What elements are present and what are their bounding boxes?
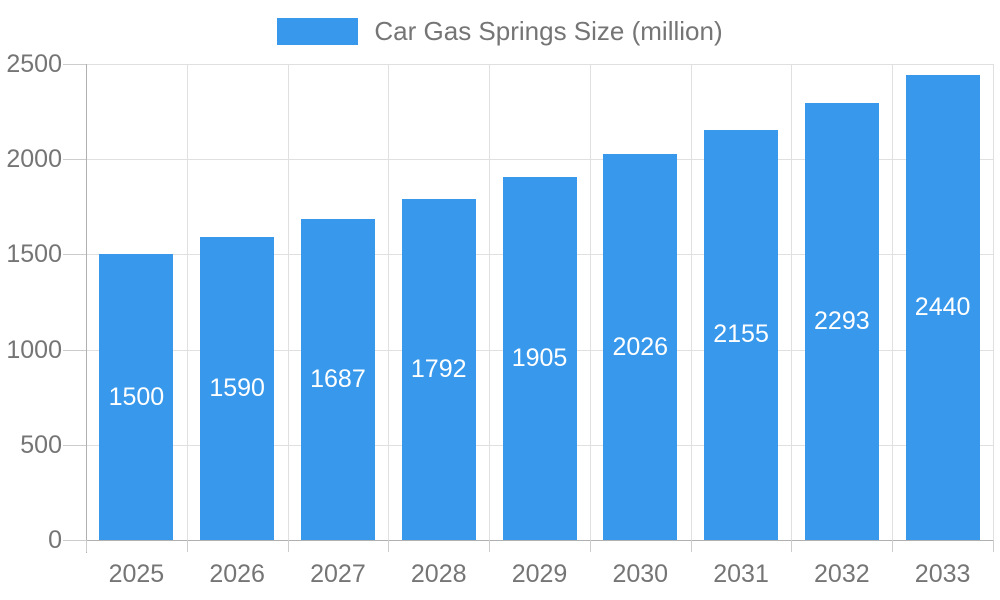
x-tick-mark <box>489 540 491 552</box>
bar-2027: 1687 <box>300 218 375 540</box>
legend: Car Gas Springs Size (million) <box>0 14 1000 48</box>
x-axis-tick-label: 2025 <box>108 560 165 588</box>
legend-swatch <box>277 17 359 45</box>
x-axis-tick-label: 2031 <box>713 560 769 588</box>
x-tick-mark <box>791 540 793 552</box>
x-tick-mark <box>589 540 591 552</box>
y-tick-mark <box>63 349 86 351</box>
y-gridline <box>86 159 993 161</box>
x-gridline <box>690 64 692 540</box>
x-tick-mark <box>86 540 87 552</box>
y-axis-tick-label: 0 <box>48 526 62 554</box>
x-gridline <box>186 64 188 540</box>
x-gridline <box>892 64 894 540</box>
bar-value-label: 1905 <box>511 344 568 373</box>
bar-2032: 2293 <box>804 103 879 540</box>
x-axis-tick-label: 2026 <box>209 560 265 588</box>
x-tick-mark <box>892 540 894 552</box>
y-axis-tick-label: 1000 <box>6 335 62 364</box>
x-gridline <box>388 64 390 540</box>
x-axis-line <box>86 540 993 541</box>
bar-value-label: 1590 <box>209 374 265 403</box>
x-gridline <box>993 64 994 540</box>
bar-value-label: 1500 <box>108 382 165 411</box>
bar-2028: 1792 <box>401 198 476 540</box>
x-gridline <box>489 64 491 540</box>
bar-value-label: 1687 <box>310 364 366 393</box>
y-tick-mark <box>63 64 86 65</box>
y-axis-line <box>86 64 87 553</box>
bar-value-label: 2026 <box>612 332 669 361</box>
x-gridline <box>589 64 591 540</box>
x-axis-tick-label: 2032 <box>814 560 870 588</box>
y-axis-tick-label: 2500 <box>6 50 62 78</box>
x-axis-tick-label: 2029 <box>511 560 568 588</box>
x-axis-tick-label: 2028 <box>410 560 467 588</box>
bar-value-label: 2155 <box>713 320 769 349</box>
bar-2033: 2440 <box>905 75 980 540</box>
x-axis-tick-label: 2030 <box>612 560 669 588</box>
bar-2029: 1905 <box>502 177 577 540</box>
bar-value-label: 1792 <box>410 354 467 383</box>
x-tick-mark <box>993 540 994 552</box>
bar-value-label: 2293 <box>814 307 870 336</box>
y-tick-mark <box>63 254 86 256</box>
bar-value-label: 2440 <box>914 293 971 322</box>
y-tick-mark <box>63 444 86 446</box>
y-axis-tick-label: 1500 <box>6 240 62 269</box>
x-gridline <box>287 64 289 540</box>
x-axis-tick-label: 2033 <box>914 560 971 588</box>
y-axis-tick-label: 2000 <box>6 145 62 174</box>
legend-label: Car Gas Springs Size (million) <box>374 15 723 46</box>
y-axis-tick-label: 500 <box>20 430 62 459</box>
y-tick-mark <box>63 159 86 161</box>
x-axis-tick-label: 2027 <box>310 560 366 588</box>
y-gridline <box>86 64 993 65</box>
bar-2030: 2026 <box>603 154 678 540</box>
x-tick-mark <box>186 540 188 552</box>
x-tick-mark <box>388 540 390 552</box>
x-tick-mark <box>287 540 289 552</box>
y-tick-mark <box>63 540 86 541</box>
bar-2025: 1500 <box>99 254 174 540</box>
x-gridline <box>791 64 793 540</box>
bar-2026: 1590 <box>200 237 275 540</box>
plot-area: 1500 1590 1687 1792 1905 2026 2155 2293 2440 <box>86 64 994 540</box>
bar-2031: 2155 <box>704 129 779 540</box>
x-tick-mark <box>690 540 692 552</box>
